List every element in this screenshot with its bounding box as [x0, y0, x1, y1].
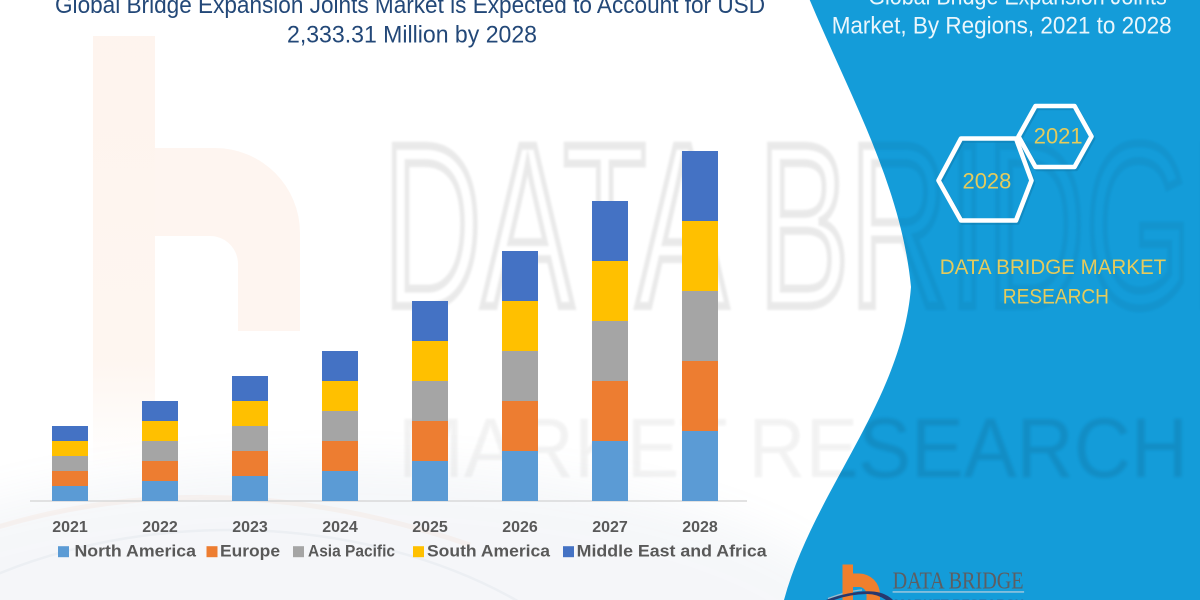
- svg-text:Market, By Regions, 2021 to 20: Market, By Regions, 2021 to 2028: [832, 13, 1172, 40]
- svg-text:2028: 2028: [963, 169, 1012, 194]
- svg-text:2021: 2021: [52, 519, 88, 536]
- svg-text:2025: 2025: [412, 519, 448, 536]
- svg-text:2021: 2021: [1034, 124, 1083, 149]
- svg-text:MARKET RESEARCH: MARKET RESEARCH: [894, 598, 1024, 600]
- svg-text:2023: 2023: [232, 519, 268, 536]
- svg-text:2026: 2026: [502, 519, 538, 536]
- svg-text:2028: 2028: [682, 519, 718, 536]
- svg-text:Asia Pacific: Asia Pacific: [308, 542, 395, 561]
- svg-text:Global Bridge Expansion Joints: Global Bridge Expansion Joints: [868, 0, 1166, 11]
- svg-text:2022: 2022: [142, 519, 178, 536]
- svg-text:2027: 2027: [592, 519, 628, 536]
- svg-text:RESEARCH: RESEARCH: [1003, 285, 1109, 308]
- svg-text:DATA BRIDGE MARKET: DATA BRIDGE MARKET: [940, 256, 1167, 279]
- svg-text:Global Bridge Expansion Joints: Global Bridge Expansion Joints Market is…: [55, 0, 765, 19]
- svg-text:2024: 2024: [322, 519, 358, 536]
- svg-text:2,333.31 Million by 2028: 2,333.31 Million by 2028: [287, 21, 537, 48]
- svg-text:South America: South America: [427, 542, 551, 561]
- svg-text:North America: North America: [75, 542, 197, 561]
- svg-text:Middle East and Africa: Middle East and Africa: [577, 542, 768, 561]
- svg-text:Europe: Europe: [220, 542, 280, 561]
- svg-text:DATA BRIDGE: DATA BRIDGE: [893, 569, 1024, 595]
